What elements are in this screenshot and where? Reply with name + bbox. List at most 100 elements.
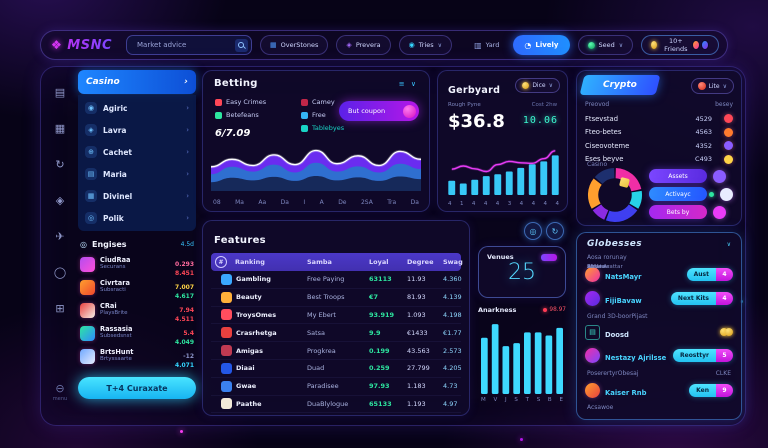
calendar-icon[interactable]: ▦ — [54, 122, 66, 135]
crypto-row-value: C493 — [695, 155, 712, 164]
circle-icon[interactable]: ◯ — [53, 266, 67, 279]
menu-item-icon: ◎ — [85, 212, 97, 224]
features-panel: Features # Ranking Samba Loyal Degree Sw… — [202, 220, 470, 416]
lite-dropdown[interactable]: Lite ∨ — [690, 78, 734, 94]
betting-x-axis: 08 Ma Aa Da I A De 2SA Tra Da — [213, 199, 419, 206]
sidebar-item-maria[interactable]: ▤ Maria › — [78, 163, 196, 185]
minus-circle-icon[interactable]: ⊖ — [55, 382, 65, 395]
crypto-row-label: Fteo-betes — [585, 128, 622, 137]
refresh-icon[interactable]: ↻ — [55, 158, 65, 171]
user-pill-button[interactable]: Reosttyr 5 — [673, 348, 733, 362]
venues-badge[interactable] — [541, 253, 557, 261]
row-swag: 2.573 — [443, 346, 462, 355]
engine-list-item[interactable]: CRai PlaysBrite 7.94 4.511 — [80, 299, 194, 323]
crypto-tab[interactable]: Crypto — [579, 75, 661, 95]
engine-list-item[interactable]: Civrtara Subsracti 7.007 4.617 — [80, 276, 194, 300]
crypto-action-button[interactable]: Activayc — [649, 187, 707, 201]
table-row[interactable]: Crasrhetga Satsa 9.9 €1433 €1.77 — [211, 324, 462, 343]
clock-icon: ◔ — [524, 40, 532, 50]
engine-list-item[interactable]: BrtsHunt Brtyssaarte -12 4.071 — [80, 345, 194, 369]
table-row[interactable]: Beauty Best Troops €7 81.93 4.139 — [211, 289, 462, 307]
table-row[interactable]: Amigas Progkrea 0.199 43.563 2.573 — [211, 342, 462, 360]
globe-card-row[interactable]: ▤ Doosd Austea — [577, 263, 741, 343]
green-spark-icon — [709, 191, 714, 197]
rocket-icon[interactable]: ◈ — [55, 194, 65, 207]
table-row[interactable]: Diaai Duad 0.259 27.799 4.205 — [211, 360, 462, 378]
refresh-button[interactable]: ↻ — [546, 222, 564, 240]
dice-dropdown[interactable]: Dice ∨ — [515, 78, 560, 93]
table-row[interactable]: Gambling Free Paying 63113 11.93 4.360 — [211, 271, 462, 289]
user-pill-button[interactable]: Next Kits 4 — [670, 291, 733, 305]
crypto-row-value: 4529 — [695, 114, 712, 123]
nav-overstones-button[interactable]: ▦ OverStones — [260, 35, 329, 55]
crypto-row[interactable]: Fteo-betes 4563 — [585, 126, 733, 140]
user-pill-button[interactable]: Aust 4 — [686, 267, 733, 281]
betting-legend: Easy Crimes Camey Betefeans Free Tableby… — [215, 98, 381, 132]
search-input[interactable] — [135, 40, 235, 50]
crypto-row[interactable]: Ciseovoteme 4352 — [585, 139, 733, 153]
crypto-row[interactable]: Eses beyve C493 — [585, 153, 733, 167]
crypto-action-icon[interactable] — [713, 205, 726, 219]
crypto-action-icon[interactable] — [720, 187, 733, 201]
game-icon — [221, 380, 232, 392]
sidebar-item-polik[interactable]: ◎ Polik › — [78, 207, 196, 229]
features-title: Features — [214, 235, 266, 246]
sidebar-item-divinel[interactable]: ▦ Divinel › — [78, 185, 196, 207]
nav-prevera-button[interactable]: ◈ Prevera — [336, 35, 391, 55]
engine-name: BrtsHunt — [100, 347, 134, 356]
globe-user-row[interactable]: FijiBavaw a5% Next Kits 4 — [577, 263, 741, 310]
sidebar-item-agiric[interactable]: ◉ Agiric › — [78, 97, 196, 119]
globe-user-row[interactable]: Nestazy Ajrilsse besassa Reosttyr 5 — [577, 263, 741, 367]
crypto-action-button[interactable]: Assets — [649, 169, 707, 183]
menu-item-label: Cachet — [103, 147, 133, 157]
seed-dropdown[interactable]: Seed ∨ — [577, 35, 634, 55]
user-pill-button[interactable]: Ken 9 — [689, 383, 733, 397]
plane-icon[interactable]: ✈ — [55, 230, 65, 243]
live-button[interactable]: ◔ Lively — [513, 35, 570, 55]
crypto-action-button[interactable]: Bets by — [649, 205, 707, 219]
table-row[interactable]: Paathe DuaBlylogue 65133 1.193 4.97 — [211, 396, 461, 414]
panel-menu-icon[interactable]: ≡ ∨ — [398, 79, 418, 88]
legend-swatch — [301, 98, 308, 106]
sidebar-item-lavra[interactable]: ◈ Lavra › — [78, 119, 196, 141]
nav-tries-dropdown[interactable]: ◉ Tries ∨ — [398, 35, 453, 55]
globe-user-row[interactable]: Kaiser Rnb Phssta Ken 9 — [577, 263, 741, 402]
chevron-down-icon[interactable]: ∨ — [726, 240, 731, 248]
x-tick-label: V — [493, 397, 498, 403]
sidebar-item-cachet[interactable]: ⊕ Cachet › — [78, 141, 196, 163]
idcard-icon[interactable]: ⊞ — [55, 302, 65, 315]
x-tick-label: De — [338, 199, 347, 206]
sidebar-header-casino[interactable]: Casino › — [78, 70, 196, 94]
engine-subtitle: Securans — [100, 263, 126, 271]
avatar — [691, 40, 700, 50]
search-box[interactable] — [126, 35, 252, 55]
seed-label: Seed — [598, 41, 615, 49]
rail-bottom[interactable]: ⊖ menu — [46, 382, 74, 402]
menu-item-label: Divinel — [103, 191, 133, 201]
buy-coupon-button[interactable]: But coupon — [339, 101, 419, 121]
table-row[interactable]: TroysOmes My Ebert 93.919 1.093 4.198 — [211, 307, 462, 325]
crypto-action-icon[interactable] — [713, 169, 726, 183]
table-row[interactable]: Gwae Paradisee 97.93 1.183 4.73 — [211, 378, 461, 396]
engine-list-item[interactable]: Rassasia Subsedsnst 5.4 4.049 — [80, 322, 194, 346]
row-swag: €1.77 — [443, 328, 462, 337]
crypto-panel: Crypto Lite ∨ Preovod besey Ftsevstad 45… — [576, 70, 742, 226]
crypto-row-label: Ftsevstad — [585, 114, 619, 123]
search-icon[interactable] — [235, 38, 248, 52]
globe-user-row[interactable]: NatsMayr wava Arattar Aust 4 — [577, 262, 741, 286]
chevron-down-icon: ∨ — [548, 82, 553, 89]
crypto-row[interactable]: Ftsevstad 4529 — [585, 112, 733, 126]
friends-button[interactable]: 10+ Friends — [641, 35, 719, 55]
currencies-button[interactable]: T+4 Curaxate — [78, 377, 196, 399]
row-country: Paradisee — [307, 382, 339, 391]
briefcase-icon[interactable]: ▤ — [54, 86, 66, 99]
row-country: DuaBlylogue — [307, 399, 349, 408]
engine-name: CiudRaa — [100, 255, 131, 264]
engine-list-item[interactable]: CiudRaa Securans 0.293 8.451 — [80, 253, 194, 277]
globe-button[interactable]: ◎ — [524, 222, 542, 240]
col-degree: Degree — [407, 258, 434, 266]
crypto-row-label: Ciseovoteme — [585, 141, 630, 150]
x-tick-label: I — [303, 199, 306, 206]
crypto-action-row: Bets by — [649, 205, 733, 219]
yard-button[interactable]: ▥ Yard — [468, 35, 505, 55]
